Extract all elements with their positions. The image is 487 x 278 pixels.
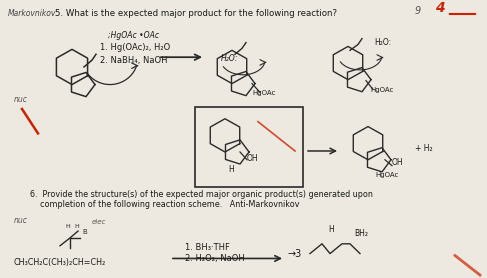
Text: elec: elec xyxy=(92,219,106,225)
Text: ;HgOAc •OAc: ;HgOAc •OAc xyxy=(108,31,159,40)
Text: H: H xyxy=(65,224,70,229)
Text: 1. Hg(OAc)₂, H₂O: 1. Hg(OAc)₂, H₂O xyxy=(100,43,170,52)
Text: 4: 4 xyxy=(435,1,445,15)
Text: + H₂: + H₂ xyxy=(415,144,432,153)
Text: 2. H₂O₂, NaOH: 2. H₂O₂, NaOH xyxy=(185,254,245,263)
Text: HgOAc: HgOAc xyxy=(370,87,393,93)
Bar xyxy=(195,107,303,187)
Text: 6.  Provide the structure(s) of the expected major organic product(s) generated : 6. Provide the structure(s) of the expec… xyxy=(30,190,373,199)
Text: Markovnikov: Markovnikov xyxy=(8,9,56,18)
Text: H: H xyxy=(74,224,79,229)
Text: CH₃CH₂C(CH₃)₂CH=CH₂: CH₃CH₂C(CH₃)₂CH=CH₂ xyxy=(14,258,106,267)
Text: B: B xyxy=(82,229,87,235)
Text: BH₂: BH₂ xyxy=(354,229,368,238)
Text: H: H xyxy=(228,165,234,175)
Text: 5. What is the expected major product for the following reaction?: 5. What is the expected major product fo… xyxy=(55,9,337,18)
Text: H: H xyxy=(328,225,334,234)
Text: →3: →3 xyxy=(288,249,302,259)
Text: HgOAc: HgOAc xyxy=(375,172,398,178)
Text: nuc: nuc xyxy=(14,95,28,104)
Text: H₂O:: H₂O: xyxy=(221,54,239,63)
Text: 9: 9 xyxy=(415,6,421,16)
Text: HgOAc: HgOAc xyxy=(252,90,275,96)
Text: 2. NaBH₄, NaOH: 2. NaBH₄, NaOH xyxy=(100,56,168,65)
Text: nuc: nuc xyxy=(14,216,28,225)
Text: completion of the following reaction scheme.   Anti-Markovnikov: completion of the following reaction sch… xyxy=(30,200,300,209)
Text: OH: OH xyxy=(247,154,259,163)
Text: 1. BH₃·THF: 1. BH₃·THF xyxy=(185,243,230,252)
Text: OH: OH xyxy=(392,158,404,167)
Text: H₂O:: H₂O: xyxy=(374,38,391,48)
